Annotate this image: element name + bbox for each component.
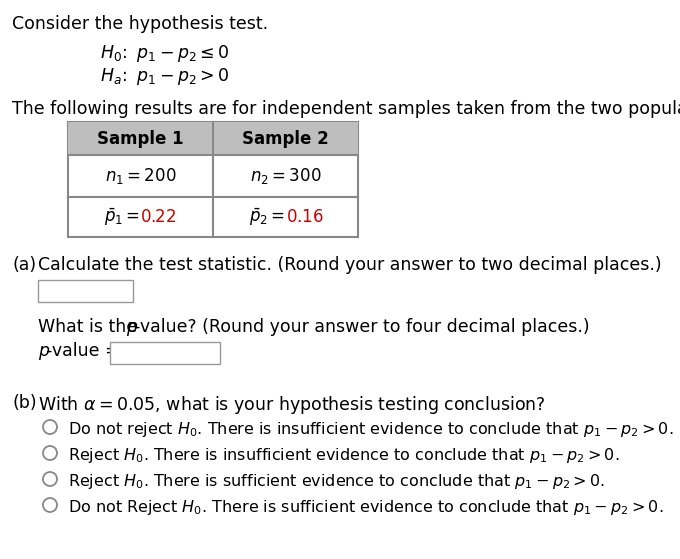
Text: $0.16$: $0.16$: [286, 208, 324, 226]
Text: Sample 1: Sample 1: [97, 130, 184, 148]
Text: Reject $H_0$. There is insufficient evidence to conclude that $p_1 - p_2 > 0$.: Reject $H_0$. There is insufficient evid…: [68, 446, 619, 465]
Text: -value? (Round your answer to four decimal places.): -value? (Round your answer to four decim…: [134, 318, 590, 336]
Text: $H_a\!\mathrm{:}\ p_1 - p_2 > 0$: $H_a\!\mathrm{:}\ p_1 - p_2 > 0$: [100, 66, 230, 87]
Circle shape: [43, 472, 57, 486]
Text: Do not Reject $H_0$. There is sufficient evidence to conclude that $p_1 - p_2 > : Do not Reject $H_0$. There is sufficient…: [68, 498, 664, 517]
Text: Do not reject $H_0$. There is insufficient evidence to conclude that $p_1 - p_2 : Do not reject $H_0$. There is insufficie…: [68, 420, 673, 439]
Text: Sample 2: Sample 2: [242, 130, 329, 148]
Text: (b): (b): [12, 394, 37, 412]
Text: Reject $H_0$. There is sufficient evidence to conclude that $p_1 - p_2 > 0$.: Reject $H_0$. There is sufficient eviden…: [68, 472, 605, 491]
Text: $n_2 = 300$: $n_2 = 300$: [250, 166, 321, 186]
Text: Consider the hypothesis test.: Consider the hypothesis test.: [12, 15, 268, 33]
Text: $n_1 = 200$: $n_1 = 200$: [105, 166, 176, 186]
Circle shape: [43, 446, 57, 460]
Bar: [68, 122, 358, 237]
Text: What is the: What is the: [38, 318, 143, 336]
Text: $0.22$: $0.22$: [141, 208, 177, 226]
Text: Calculate the test statistic. (Round your answer to two decimal places.): Calculate the test statistic. (Round you…: [38, 256, 662, 274]
Bar: [68, 122, 358, 155]
Bar: [110, 342, 220, 364]
Text: $H_0\!\mathrm{:}\ p_1 - p_2 \leq 0$: $H_0\!\mathrm{:}\ p_1 - p_2 \leq 0$: [100, 43, 230, 64]
Circle shape: [43, 420, 57, 434]
Text: -value =: -value =: [46, 342, 125, 360]
Text: p: p: [38, 342, 49, 360]
Circle shape: [43, 498, 57, 512]
Text: With $\alpha = 0.05$, what is your hypothesis testing conclusion?: With $\alpha = 0.05$, what is your hypot…: [38, 394, 546, 416]
Text: (a): (a): [12, 256, 36, 274]
Text: $\bar{p}_1 = $: $\bar{p}_1 = $: [105, 206, 141, 228]
Text: $\bar{p}_2 = $: $\bar{p}_2 = $: [250, 206, 286, 228]
Bar: [38, 280, 133, 302]
Text: p: p: [126, 318, 137, 336]
Text: The following results are for independent samples taken from the two populations: The following results are for independen…: [12, 100, 680, 118]
